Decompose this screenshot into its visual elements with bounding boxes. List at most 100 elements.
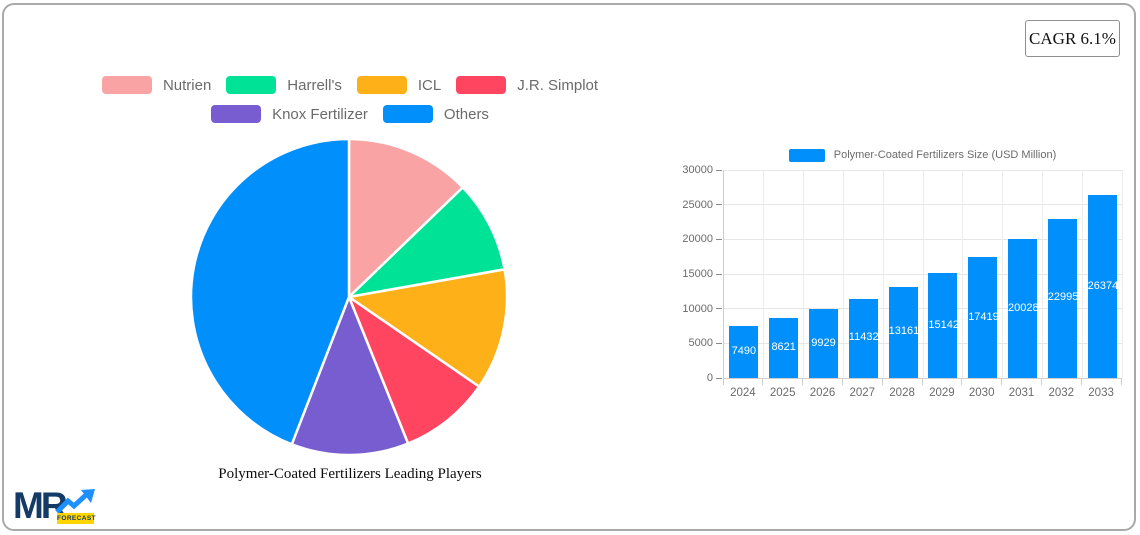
bar-2024[interactable]: 7490 xyxy=(729,326,759,378)
bar-legend-label: Polymer-Coated Fertilizers Size (USD Mil… xyxy=(833,149,1057,161)
x-axis-tick xyxy=(1080,379,1082,385)
x-axis-label: 2033 xyxy=(1088,387,1114,399)
legend-label: Harrell's xyxy=(287,76,342,94)
y-axis-label: 5000 xyxy=(688,337,713,350)
bar-2032[interactable]: 22995 xyxy=(1047,218,1079,378)
x-axis-tick xyxy=(881,379,883,385)
legend-item-others[interactable]: Others xyxy=(382,105,489,123)
x-axis-label: 2031 xyxy=(1008,387,1035,399)
gridline-v xyxy=(962,170,964,378)
bar-2031[interactable]: 20028 xyxy=(1008,239,1039,378)
legend-swatch xyxy=(456,76,507,94)
pie-legend-row: Nutrien Harrell's ICL J.R. Simplot xyxy=(101,76,598,94)
x-axis-label: 2032 xyxy=(1048,387,1075,399)
legend-swatch xyxy=(382,105,433,123)
legend-swatch xyxy=(211,105,262,123)
gridline-v xyxy=(1081,170,1083,378)
bar-2027[interactable]: 11432 xyxy=(848,298,879,378)
x-axis-tick xyxy=(1040,379,1042,385)
bar-value-label: 26374 xyxy=(1087,279,1119,292)
gridline-v xyxy=(1002,170,1004,378)
pie-slice-nutrien[interactable] xyxy=(347,137,465,299)
bar-value-label: 9929 xyxy=(811,336,836,349)
legend-label: Knox Fertilizer xyxy=(272,105,368,123)
bar-value-label: 17419 xyxy=(968,310,999,323)
x-axis-tick xyxy=(762,379,764,385)
bar-2033[interactable]: 26374 xyxy=(1087,195,1119,378)
bar-value-label: 15142 xyxy=(928,318,959,331)
pie-slice-harrell-s[interactable] xyxy=(347,186,506,299)
x-axis-tick xyxy=(1001,379,1003,385)
x-axis-tick xyxy=(961,379,963,385)
y-axis-label: 20000 xyxy=(682,233,713,246)
gridline-v xyxy=(1121,170,1123,378)
x-axis-label: 2029 xyxy=(929,387,955,399)
bar-2025[interactable]: 8621 xyxy=(769,318,799,378)
x-axis-tick xyxy=(921,379,923,385)
x-axis-label: 2026 xyxy=(809,387,836,399)
y-axis-tick xyxy=(716,273,722,275)
logo-forecast-badge: FORECAST xyxy=(57,513,96,524)
gridline-v xyxy=(842,170,844,378)
cagr-badge: CAGR 6.1% xyxy=(1025,20,1120,57)
pie-slice-others[interactable] xyxy=(189,137,351,446)
card-frame xyxy=(2,3,1136,531)
legend-swatch xyxy=(226,76,277,94)
legend-item-knox-fertilizer[interactable]: Knox Fertilizer xyxy=(211,105,368,123)
bar-2028[interactable]: 13161 xyxy=(888,286,920,378)
bar-2029[interactable]: 15142 xyxy=(928,273,959,378)
bar-chart-plot: 7490 8621 9929 11432 13161 15142 17419 20028 229… xyxy=(723,169,1123,379)
pie-slice-j-r-simplot[interactable] xyxy=(347,295,481,445)
gridline-v xyxy=(803,170,805,378)
bar-legend-swatch xyxy=(788,148,825,162)
x-axis-label: 2030 xyxy=(968,387,995,399)
y-axis-tick xyxy=(716,238,722,240)
x-axis-label: 2027 xyxy=(849,387,876,399)
trend-arrow-icon xyxy=(55,489,95,514)
pie-slice-icl[interactable] xyxy=(347,268,509,388)
y-axis-tick xyxy=(716,169,722,171)
y-axis-label: 10000 xyxy=(682,302,713,315)
bar-legend[interactable]: Polymer-Coated Fertilizers Size (USD Mil… xyxy=(723,147,1122,163)
legend-item-icl[interactable]: ICL xyxy=(356,76,442,94)
pie-slice-knox-fertilizer[interactable] xyxy=(290,295,410,457)
gridline-v xyxy=(1041,170,1043,378)
bar-value-label: 11432 xyxy=(848,331,879,344)
pie-legend: Nutrien Harrell's ICL J.R. Simplot Knox Fert… xyxy=(20,76,680,123)
legend-item-nutrien[interactable]: Nutrien xyxy=(101,76,212,94)
legend-swatch xyxy=(101,76,152,94)
y-axis-tick xyxy=(716,342,722,344)
legend-label: Others xyxy=(443,105,489,123)
y-axis-label: 25000 xyxy=(682,198,713,211)
bar-value-label: 13161 xyxy=(888,325,920,338)
x-axis-label: 2024 xyxy=(730,387,756,399)
legend-label: Nutrien xyxy=(162,76,212,94)
legend-item-harrell-s[interactable]: Harrell's xyxy=(226,76,342,94)
bar-value-label: 20028 xyxy=(1008,301,1039,314)
bar-value-label: 8621 xyxy=(771,341,796,354)
x-axis-tick xyxy=(1120,379,1122,385)
bar-value-label: 22995 xyxy=(1047,291,1079,304)
x-axis-tick xyxy=(841,379,843,385)
y-axis-label: 15000 xyxy=(682,268,713,280)
x-axis-tick xyxy=(722,379,724,385)
legend-label: ICL xyxy=(417,76,442,94)
pie-title: Polymer-Coated Fertilizers Leading Playe… xyxy=(218,466,482,482)
legend-item-j-r-simplot[interactable]: J.R. Simplot xyxy=(456,76,598,94)
y-axis-label: 0 xyxy=(706,372,713,384)
gridline-v xyxy=(922,170,924,378)
gridline-v xyxy=(763,170,765,378)
y-axis-tick xyxy=(716,204,722,206)
pie-legend-row: Knox Fertilizer Others xyxy=(211,105,489,123)
y-axis-tick xyxy=(716,308,722,310)
mr-forecast-logo: MR FORECAST xyxy=(13,487,103,529)
legend-swatch xyxy=(356,76,407,94)
x-axis-tick xyxy=(802,379,804,385)
gridline-v xyxy=(882,170,884,378)
bar-2030[interactable]: 17419 xyxy=(968,257,999,378)
cagr-value: CAGR 6.1% xyxy=(1029,28,1116,48)
bar-2026[interactable]: 9929 xyxy=(809,309,838,378)
legend-label: J.R. Simplot xyxy=(517,76,599,94)
bar-value-label: 7490 xyxy=(731,345,757,358)
pie-chart xyxy=(189,137,509,457)
